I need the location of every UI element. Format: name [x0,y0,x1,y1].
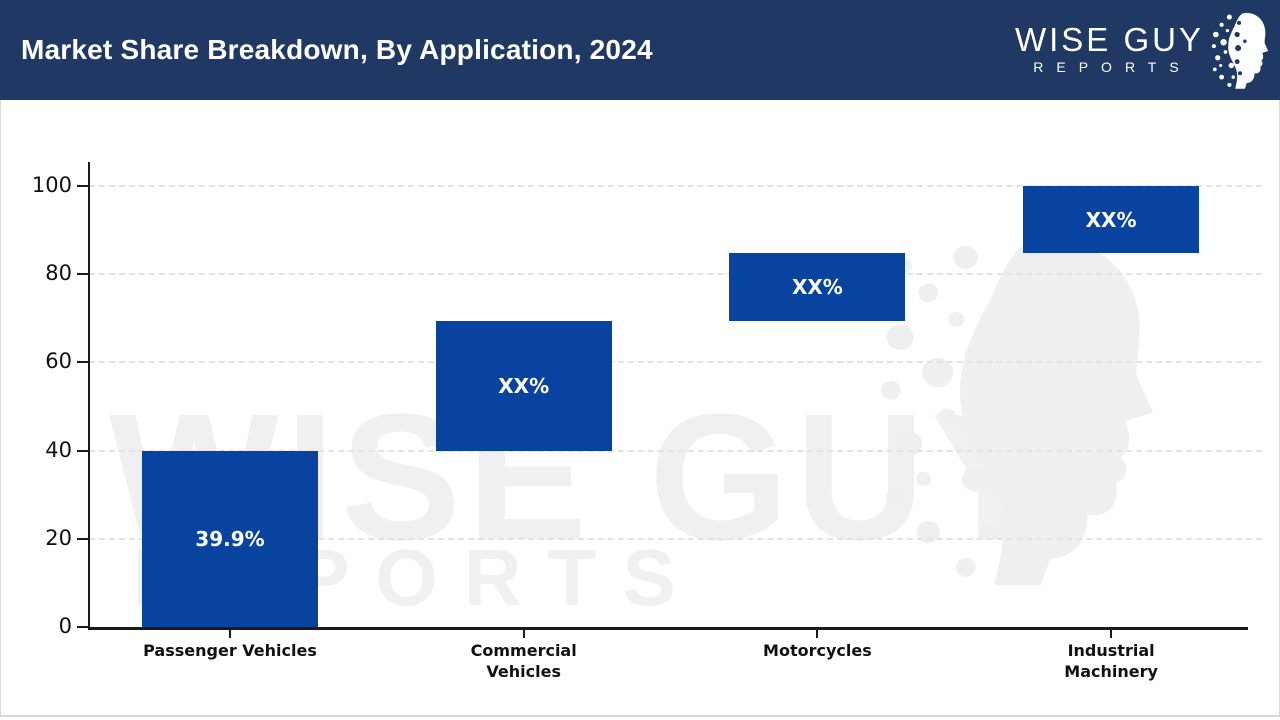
y-tick-label: 100 [31,173,72,197]
bar: XX% [1023,186,1200,254]
y-tick-label: 60 [45,349,72,374]
x-category-label: Industrial Machinery [1064,641,1158,681]
y-tick-label: 80 [45,261,72,286]
x-tick [229,630,231,638]
y-tick-label: 20 [45,525,72,550]
logo-text: WISE GUY REPORTS [1015,23,1204,77]
x-category-label: Motorcycles [763,641,872,660]
gridline [89,185,1262,187]
y-tick [77,626,89,628]
bar-value-label: XX% [1085,207,1137,232]
gridline [89,449,1262,452]
x-category-label: Passenger Vehicles [143,641,317,660]
bar-value-label: XX% [791,275,843,300]
logo-head-icon [1211,12,1269,89]
y-tick [77,273,89,276]
y-tick [77,361,89,364]
bar-value-label: XX% [498,373,550,398]
gridline [89,537,1262,540]
bar: XX% [435,321,612,451]
x-tick [816,630,819,638]
x-category-label: Commercial Vehicles [470,641,577,681]
bar: 39.9% [142,450,318,627]
y-tick-label: 40 [45,437,72,462]
x-tick [1110,630,1113,638]
y-tick-label: 0 [58,614,72,638]
y-tick [77,449,89,452]
gridline [89,273,1262,276]
logo-subtitle: REPORTS [1033,59,1192,75]
page-title: Market Share Breakdown, By Application, … [21,34,653,65]
gridline [89,361,1262,364]
bar-value-label: 39.9% [195,526,265,551]
x-axis [88,627,1248,630]
y-axis [88,162,90,629]
bar: XX% [729,253,906,322]
y-tick [77,185,89,187]
logo-wordmark: WISE GUY [1014,21,1204,58]
header: Market Share Breakdown, By Application, … [0,0,1280,100]
x-tick [522,630,525,638]
wiseguy-logo: WISE GUY REPORTS [1015,0,1272,100]
y-tick [77,537,89,540]
